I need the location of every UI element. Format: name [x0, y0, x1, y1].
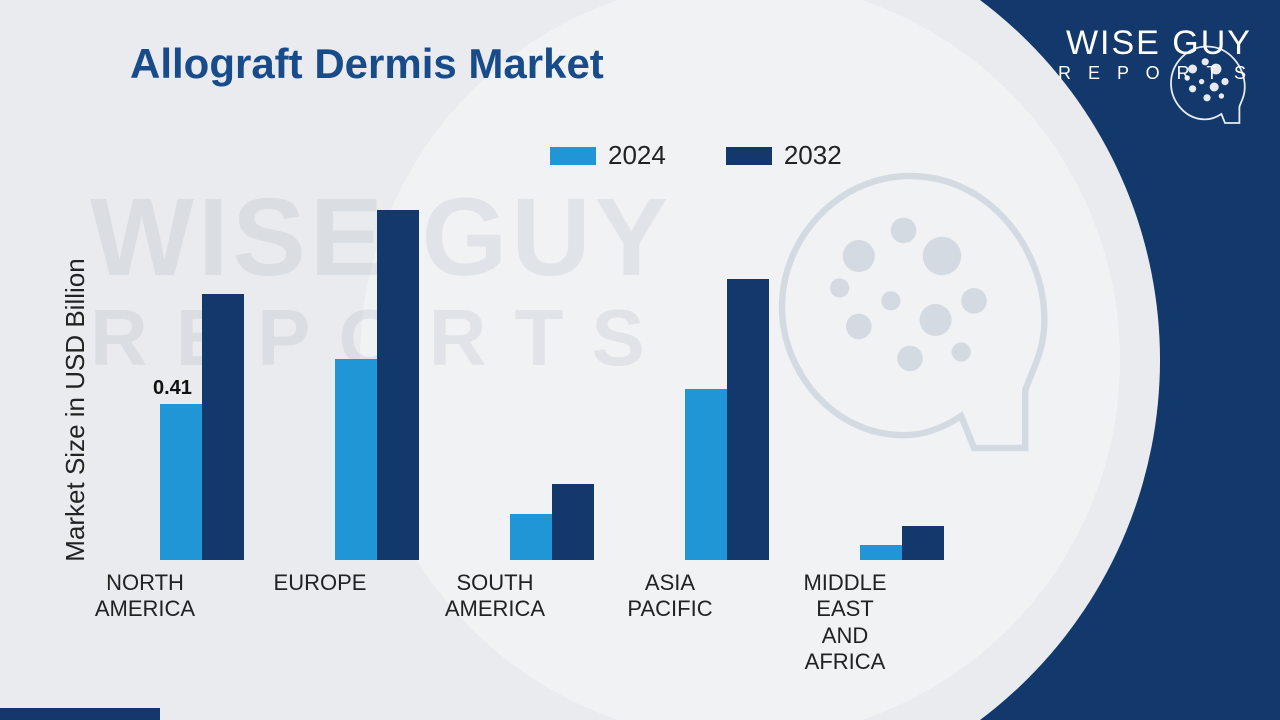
- brand-head-icon: [1162, 42, 1252, 132]
- bar-series-b: [727, 279, 769, 560]
- bar-series-b: [377, 210, 419, 560]
- category-label: SOUTHAMERICA: [420, 570, 570, 623]
- bar-series-b: [202, 294, 244, 560]
- stage: Allograft Dermis Market WISE GUY R E P O…: [0, 0, 1280, 720]
- chart-title: Allograft Dermis Market: [130, 40, 604, 88]
- legend-label-2024: 2024: [608, 140, 666, 171]
- legend-swatch-2024: [550, 147, 596, 165]
- bottom-accent-bar: [0, 708, 160, 720]
- bar-series-a: [860, 545, 902, 560]
- bar-series-a: [160, 404, 202, 560]
- y-axis-label: Market Size in USD Billion: [60, 258, 91, 561]
- bar-series-a: [685, 389, 727, 560]
- brand-logo: WISE GUY R E P O R T S: [1058, 24, 1252, 84]
- bar-series-b: [902, 526, 944, 560]
- bar-chart: Market Size in USD Billion 2024 2032 0.4…: [60, 130, 960, 690]
- legend: 2024 2032: [550, 140, 842, 171]
- category-label: MIDDLEEASTANDAFRICA: [770, 570, 920, 676]
- plot-area: 0.41: [115, 180, 945, 560]
- bar-series-a: [510, 514, 552, 560]
- bar-value-label: 0.41: [153, 377, 192, 400]
- legend-item-2024: 2024: [550, 140, 666, 171]
- legend-swatch-2032: [726, 147, 772, 165]
- legend-item-2032: 2032: [726, 140, 842, 171]
- bar-series-a: [335, 359, 377, 560]
- legend-label-2032: 2032: [784, 140, 842, 171]
- category-label: NORTHAMERICA: [70, 570, 220, 623]
- category-label: ASIAPACIFIC: [595, 570, 745, 623]
- category-label: EUROPE: [245, 570, 395, 596]
- bar-series-b: [552, 484, 594, 560]
